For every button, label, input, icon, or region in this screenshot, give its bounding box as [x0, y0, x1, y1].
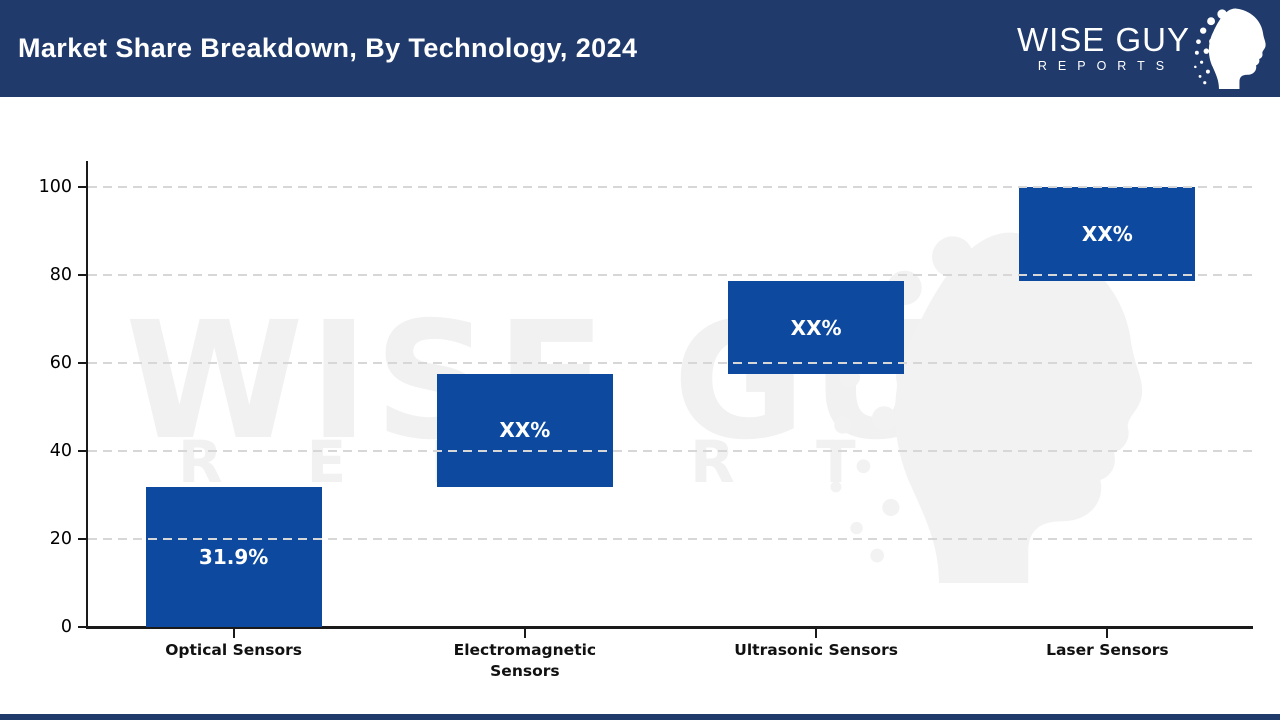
y-axis-tick	[78, 450, 86, 452]
y-axis-tick-label: 40	[49, 441, 72, 461]
bar-value-label: XX%	[790, 315, 842, 340]
y-axis-line	[86, 160, 88, 629]
x-axis-category-label: Ultrasonic Sensors	[734, 641, 898, 659]
x-axis-category-label: Electromagnetic Sensors	[453, 641, 597, 680]
gridline	[88, 274, 1253, 276]
logo-text: WISE GUY REPORTS	[1016, 20, 1190, 74]
x-axis-tick	[523, 629, 526, 638]
y-axis-tick-label: 0	[60, 617, 72, 637]
gridline	[88, 186, 1253, 188]
header: Market Share Breakdown, By Technology, 2…	[0, 0, 1280, 97]
bar-segment: XX%	[436, 374, 613, 487]
x-axis-tick	[815, 629, 818, 638]
logo-wordmark: WISE GUY	[1016, 20, 1190, 58]
y-axis-tick	[78, 274, 86, 276]
x-axis-line	[86, 626, 1253, 629]
wise-guy-logo: WISE GUY REPORTS	[1017, 7, 1268, 89]
bar-segment: XX%	[728, 281, 905, 374]
y-axis-tick-label: 100	[38, 177, 72, 197]
footer-bar	[0, 714, 1280, 720]
gridline	[88, 450, 1253, 452]
bar-value-label: XX%	[1081, 222, 1133, 247]
y-axis-tick-label: 80	[49, 265, 72, 285]
bar-segment: XX%	[1019, 187, 1196, 282]
bar-segment: 31.9%	[145, 486, 322, 627]
x-axis-category-label: Optical Sensors	[165, 641, 303, 659]
y-axis-tick	[78, 362, 86, 364]
gridline	[88, 538, 1253, 540]
x-axis-tick	[232, 629, 235, 638]
bar-value-label: XX%	[499, 418, 551, 443]
y-axis-tick-label: 20	[49, 529, 72, 549]
chart-title: Market Share Breakdown, By Technology, 2…	[18, 33, 638, 63]
y-axis-tick	[78, 186, 86, 188]
x-axis-tick	[1106, 629, 1109, 638]
x-axis-category-label: Laser Sensors	[1046, 641, 1169, 659]
bar-value-label: 31.9%	[198, 544, 269, 569]
y-axis-tick	[78, 538, 86, 540]
y-axis-tick	[78, 626, 86, 628]
gridline	[88, 362, 1253, 364]
y-axis-tick-label: 60	[49, 353, 72, 373]
logo-subtitle: REPORTS	[1037, 59, 1176, 74]
